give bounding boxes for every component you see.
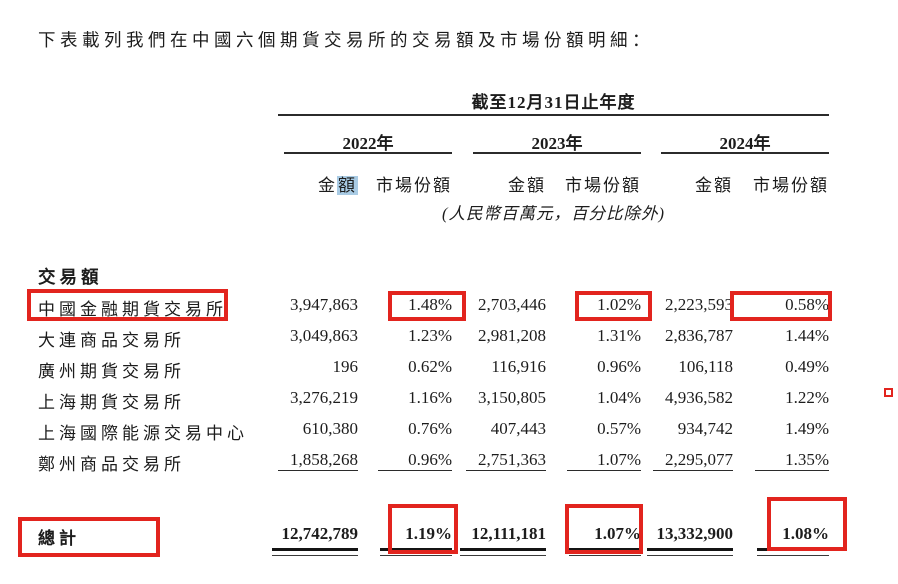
column-subtotal-rule bbox=[278, 470, 358, 472]
highlighted-char: 額 bbox=[337, 176, 358, 195]
cell-amount: 2,751,363 bbox=[478, 450, 546, 469]
cell-amount: 196 bbox=[332, 357, 359, 376]
amount-char: 金 bbox=[318, 176, 337, 195]
total-double-rule bbox=[460, 548, 546, 551]
year-header-2023: 2023年 bbox=[531, 134, 583, 153]
total-double-rule bbox=[569, 548, 641, 551]
row-label-czce: 鄭州商品交易所 bbox=[38, 455, 185, 474]
col-header-share-2024: 市場份額 bbox=[753, 176, 829, 195]
col-header-amount-2023: 金額 bbox=[508, 176, 546, 195]
cell-share: 1.44% bbox=[785, 326, 829, 345]
cell-share: 0.76% bbox=[408, 419, 452, 438]
intro-text: 下表載列我們在中國六個期貨交易所的交易額及市場份額明細： bbox=[38, 30, 654, 50]
cell-share: 0.62% bbox=[408, 357, 452, 376]
cell-share: 1.04% bbox=[597, 388, 641, 407]
col-header-amount-2024: 金額 bbox=[695, 176, 733, 195]
cell-amount: 3,276,219 bbox=[290, 388, 358, 407]
annotation-box-total-share-2023 bbox=[565, 504, 643, 554]
cell-share: 0.49% bbox=[785, 357, 829, 376]
unit-note: (人民幣百萬元，百分比除外) bbox=[442, 204, 665, 223]
cell-amount: 2,703,446 bbox=[478, 295, 546, 314]
cell-amount: 116,916 bbox=[491, 357, 546, 376]
row-label-cffex: 中國金融期貨交易所 bbox=[38, 300, 227, 319]
cell-amount: 2,981,208 bbox=[478, 326, 546, 345]
annotation-box-total-share-2024 bbox=[767, 497, 847, 551]
cell-amount: 2,295,077 bbox=[665, 450, 733, 469]
total-amount: 12,111,181 bbox=[471, 524, 546, 543]
row-label-dce: 大連商品交易所 bbox=[38, 331, 185, 350]
annotation-box-total-label bbox=[18, 517, 160, 557]
annotation-box-share-2023 bbox=[575, 291, 652, 321]
total-double-rule bbox=[272, 554, 358, 556]
cell-amount: 2,223,593 bbox=[665, 295, 733, 314]
col-header-share-2022: 市場份額 bbox=[376, 176, 452, 195]
period-header: 截至12月31日止年度 bbox=[471, 93, 636, 112]
total-share: 1.08% bbox=[782, 524, 829, 543]
total-amount: 13,332,900 bbox=[656, 524, 734, 543]
column-subtotal-rule bbox=[378, 470, 452, 472]
annotation-red-dot bbox=[884, 388, 893, 397]
column-subtotal-rule bbox=[653, 470, 733, 472]
cell-amount: 610,380 bbox=[302, 419, 358, 438]
year-header-2024: 2024年 bbox=[719, 134, 771, 153]
total-double-rule bbox=[647, 548, 733, 551]
cell-amount: 3,150,805 bbox=[478, 388, 546, 407]
annotation-box-share-2022 bbox=[388, 291, 466, 321]
annotation-box-cffex-label bbox=[27, 289, 228, 321]
total-double-rule bbox=[460, 554, 546, 556]
section-label: 交易額 bbox=[38, 267, 103, 287]
cell-amount: 934,742 bbox=[677, 419, 733, 438]
column-subtotal-rule bbox=[567, 470, 641, 472]
total-double-rule bbox=[272, 548, 358, 551]
annotation-box-total-share-2022 bbox=[388, 504, 458, 554]
cell-amount: 4,936,582 bbox=[665, 388, 733, 407]
year-rule-2022 bbox=[284, 152, 452, 154]
row-label-gfex: 廣州期貨交易所 bbox=[38, 362, 185, 381]
col-header-share-2023: 市場份額 bbox=[565, 176, 641, 195]
column-subtotal-rule bbox=[755, 470, 829, 472]
cell-share: 1.23% bbox=[408, 326, 452, 345]
col-header-amount-2022: 金額 bbox=[258, 171, 358, 196]
cell-share: 1.31% bbox=[597, 326, 641, 345]
cell-share: 1.22% bbox=[785, 388, 829, 407]
cell-share: 0.96% bbox=[597, 357, 641, 376]
cell-amount: 3,947,863 bbox=[290, 295, 358, 314]
row-label-ine: 上海國際能源交易中心 bbox=[38, 424, 248, 443]
cell-amount: 2,836,787 bbox=[665, 326, 733, 345]
cell-amount: 106,118 bbox=[678, 357, 733, 376]
period-header-rule bbox=[278, 114, 829, 116]
total-share: 1.07% bbox=[594, 524, 641, 543]
total-double-rule bbox=[757, 554, 829, 556]
cell-share: 0.57% bbox=[597, 419, 641, 438]
year-rule-2023 bbox=[473, 152, 641, 154]
cell-share: 1.49% bbox=[785, 419, 829, 438]
column-subtotal-rule bbox=[466, 470, 546, 472]
cell-share: 0.58% bbox=[785, 295, 829, 314]
year-rule-2024 bbox=[661, 152, 829, 154]
cell-share: 1.48% bbox=[408, 295, 452, 314]
cell-share: 0.96% bbox=[408, 450, 452, 469]
total-label: 總計 bbox=[38, 529, 80, 548]
cell-share: 1.16% bbox=[408, 388, 452, 407]
cell-share: 1.35% bbox=[785, 450, 829, 469]
year-header-2022: 2022年 bbox=[342, 134, 394, 153]
total-double-rule bbox=[380, 548, 452, 551]
cell-amount: 407,443 bbox=[490, 419, 546, 438]
total-double-rule bbox=[569, 554, 641, 556]
total-double-rule bbox=[647, 554, 733, 556]
cell-share: 1.07% bbox=[597, 450, 641, 469]
total-share: 1.19% bbox=[405, 524, 452, 543]
total-double-rule bbox=[380, 554, 452, 556]
total-amount: 12,742,789 bbox=[281, 524, 359, 543]
annotation-box-share-2024 bbox=[730, 291, 832, 321]
cell-amount: 1,858,268 bbox=[290, 450, 358, 469]
cell-amount: 3,049,863 bbox=[290, 326, 358, 345]
cell-share: 1.02% bbox=[597, 295, 641, 314]
row-label-shfe: 上海期貨交易所 bbox=[38, 393, 185, 412]
